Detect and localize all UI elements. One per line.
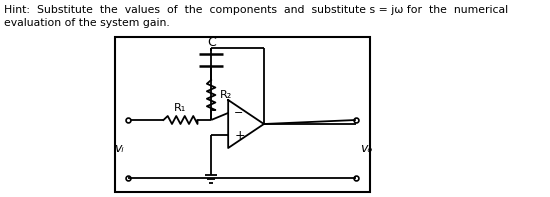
Text: −: − bbox=[234, 108, 244, 118]
Text: R₁: R₁ bbox=[174, 103, 186, 113]
Text: R₂: R₂ bbox=[219, 90, 232, 100]
Text: C: C bbox=[207, 36, 216, 49]
Text: Hint:  Substitute  the  values  of  the  components  and  substitute s = jω for : Hint: Substitute the values of the compo… bbox=[4, 5, 508, 15]
Text: vᵢ: vᵢ bbox=[114, 142, 123, 155]
Text: +: + bbox=[234, 128, 245, 141]
Bar bbox=[115, 37, 370, 192]
Text: evaluation of the system gain.: evaluation of the system gain. bbox=[4, 18, 170, 28]
Text: vₒ: vₒ bbox=[360, 142, 373, 155]
